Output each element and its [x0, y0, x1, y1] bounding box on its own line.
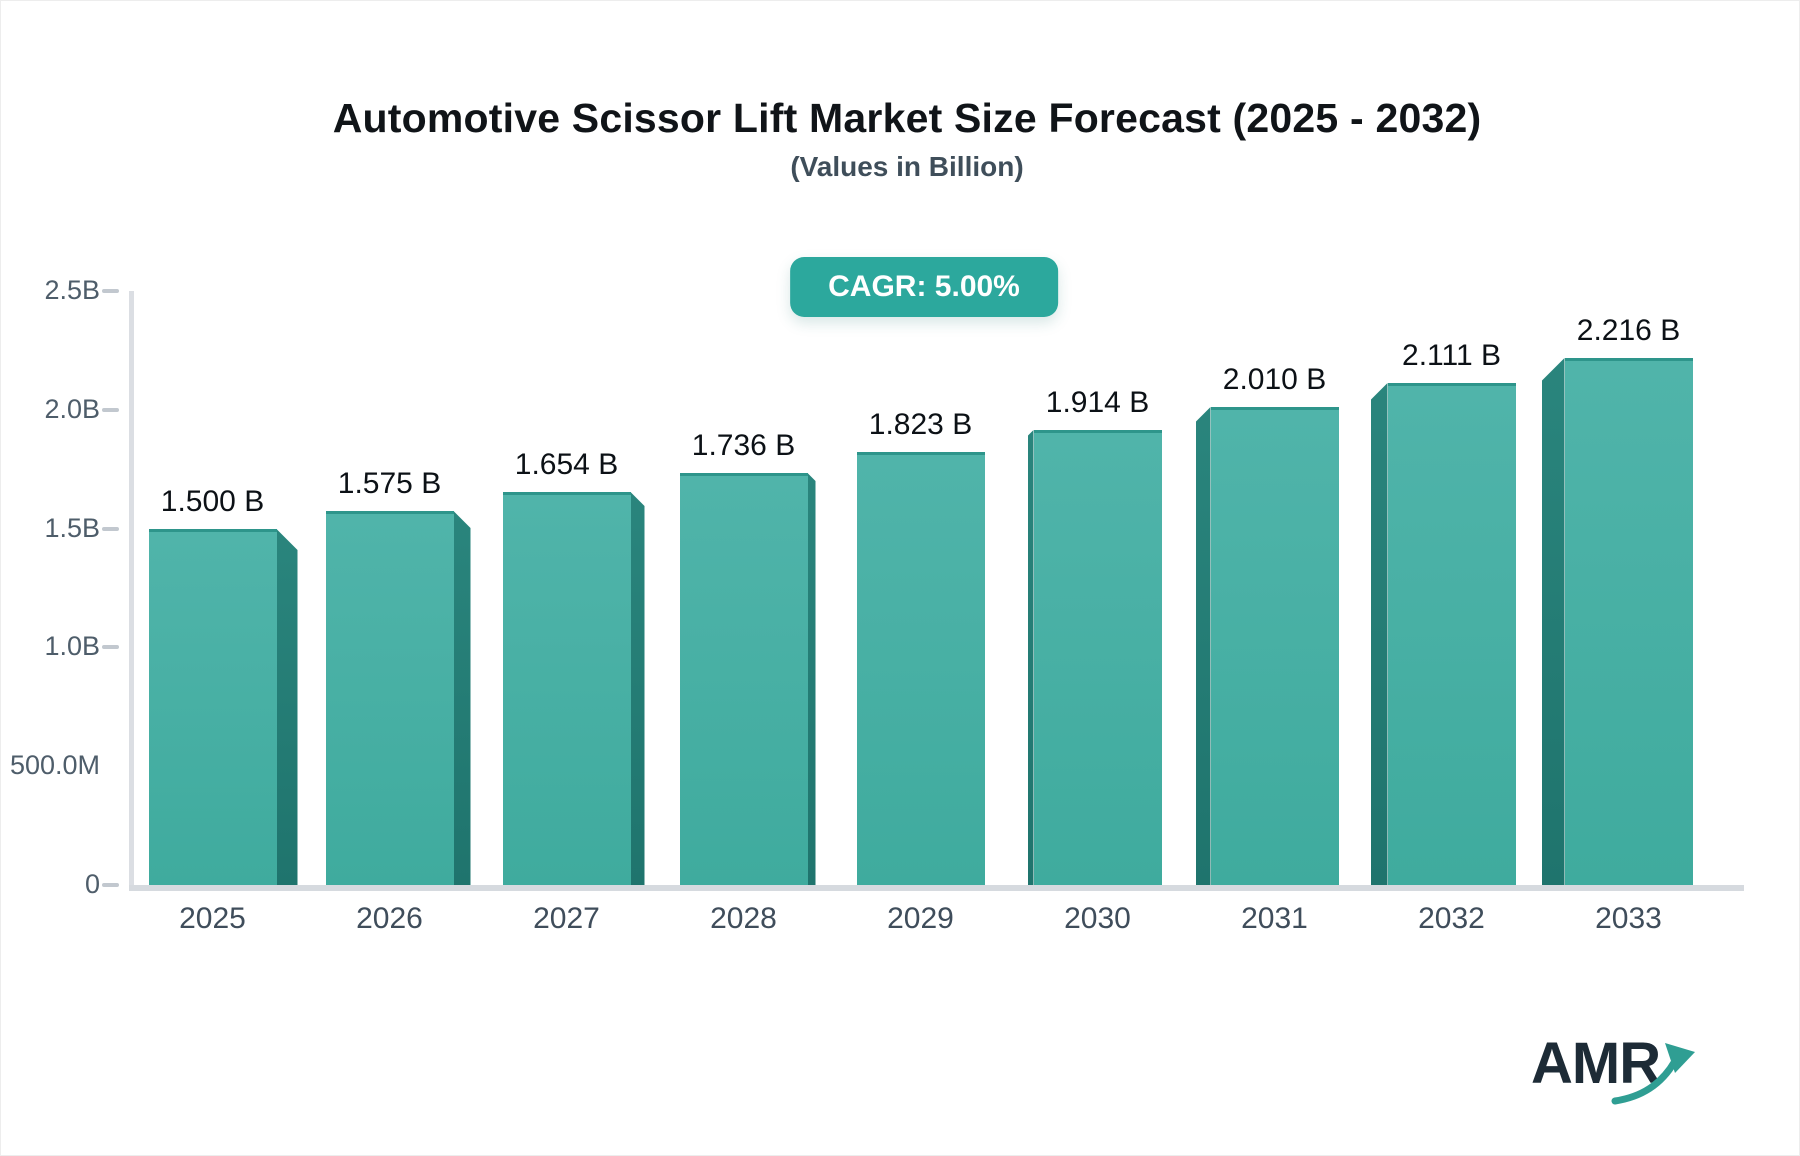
bar-front-face [325, 511, 454, 885]
y-axis-tick-label: 1.0B [44, 631, 100, 662]
y-axis-line [129, 291, 134, 891]
bar-side-face [1541, 358, 1565, 885]
x-axis-baseline [129, 885, 1744, 891]
x-axis-label-2032: 2032 [1418, 902, 1485, 935]
bar-value-label: 1.654 B [514, 448, 619, 481]
bar-2032[interactable] [1370, 383, 1516, 885]
bar-2031[interactable] [1195, 407, 1339, 885]
x-axis-label-2027: 2027 [533, 902, 600, 935]
x-axis-label-2025: 2025 [179, 902, 246, 935]
y-axis-tick-label: 2.5B [44, 275, 100, 305]
bar-2027[interactable] [502, 492, 645, 885]
bar-side-face [1370, 383, 1388, 885]
y-axis-tick-dash [102, 407, 119, 412]
y-axis-tick-dash [102, 645, 119, 650]
bar-value-label: 2.111 B [1402, 339, 1501, 372]
amr-logo: AMR [1531, 1031, 1695, 1105]
bar-value-label: 1.823 B [868, 408, 973, 441]
bar-2029[interactable] [856, 452, 985, 885]
bar-front-face [1564, 358, 1693, 885]
y-axis-tick-label: 500.0M [9, 750, 100, 781]
x-axis-label-2026: 2026 [356, 902, 423, 935]
bar-side-face [276, 529, 298, 885]
y-axis-tick-dash [102, 883, 119, 887]
bar-side-face [1027, 430, 1034, 885]
y-axis-tick-label: 2.0B [44, 393, 100, 424]
bar-side-face [1195, 407, 1211, 885]
x-axis-label-2030: 2030 [1064, 902, 1131, 935]
bar-side-face [630, 492, 645, 885]
bar-front-face [1033, 430, 1162, 885]
bar-value-label: 1.500 B [160, 485, 265, 518]
y-axis-tick-dash [102, 526, 119, 531]
x-axis-label-2033: 2033 [1595, 902, 1662, 935]
bar-side-face [807, 473, 816, 885]
bar-2028[interactable] [679, 473, 816, 885]
y-axis-tick-dash [102, 289, 119, 293]
bar-front-face [856, 452, 985, 885]
chart-subtitle: (Values in Billion) [790, 151, 1024, 182]
bar-side-face [453, 511, 471, 885]
x-axis-label-2029: 2029 [887, 902, 954, 935]
cagr-badge: CAGR: 5.00% [790, 257, 1058, 317]
y-axis-tick-label: 1.5B [44, 512, 100, 543]
bar-value-label: 1.914 B [1045, 386, 1150, 419]
bar-front-face [1387, 383, 1516, 885]
growth-arrow-icon [1611, 1043, 1695, 1105]
bar-front-face [148, 529, 277, 885]
amr-logo-text: AMR [1531, 1031, 1661, 1096]
x-axis-label-2028: 2028 [710, 902, 777, 935]
chart-title: Automotive Scissor Lift Market Size Fore… [332, 95, 1482, 141]
bar-2026[interactable] [325, 511, 471, 885]
bar-2025[interactable] [148, 529, 298, 885]
bar-front-face [679, 473, 808, 885]
bar-2030[interactable] [1027, 430, 1162, 885]
bar-value-label: 1.575 B [337, 467, 442, 500]
bar-2033[interactable] [1541, 358, 1693, 885]
bar-front-face [1210, 407, 1339, 885]
bar-value-label: 1.736 B [691, 429, 796, 462]
bar-value-label: 2.216 B [1576, 314, 1681, 347]
x-axis-label-2031: 2031 [1241, 902, 1308, 935]
bar-front-face [502, 492, 631, 885]
y-axis-tick-label: 0 [84, 869, 100, 899]
bar-value-label: 2.010 B [1222, 363, 1327, 396]
